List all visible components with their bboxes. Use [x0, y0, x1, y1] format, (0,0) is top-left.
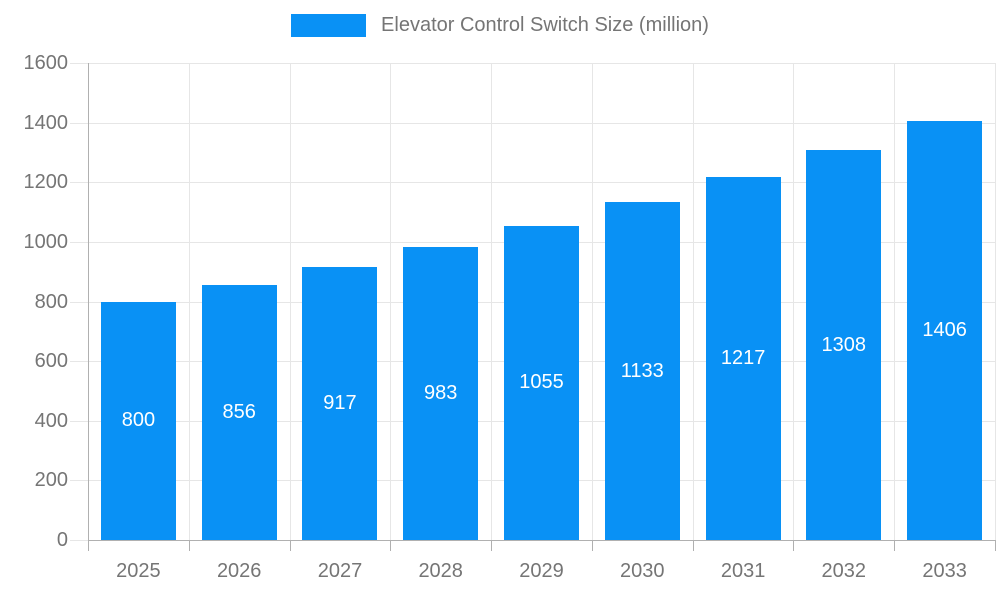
bar-2030[interactable]: 1133 [604, 202, 680, 540]
bar-2031[interactable]: 1217 [705, 177, 781, 540]
x-axis-category-label: 2027 [317, 560, 363, 582]
bar-2026[interactable]: 856 [201, 284, 277, 540]
bar-value-label: 1406 [922, 318, 967, 341]
x-axis-tick [592, 540, 593, 551]
y-axis-tick [70, 361, 88, 362]
y-axis-tick-label: 400 [34, 410, 68, 432]
y-axis-tick [70, 63, 88, 64]
x-gridline [894, 63, 895, 540]
bar-value-label: 800 [121, 409, 156, 432]
bar-value-label: 1308 [821, 333, 867, 356]
y-axis-tick-label: 0 [56, 529, 68, 551]
x-axis-category-label: 2026 [216, 560, 262, 582]
x-axis-tick [491, 540, 492, 551]
bar-2025[interactable]: 800 [100, 301, 176, 540]
y-axis-tick-label: 600 [34, 350, 68, 372]
x-axis-tick [189, 540, 190, 551]
bar-value-label: 1133 [620, 359, 664, 382]
y-axis-tick [70, 302, 88, 303]
x-axis-tick [290, 540, 291, 551]
x-axis-tick [894, 540, 895, 551]
x-gridline [693, 63, 694, 540]
y-axis-tick-label: 1600 [23, 52, 69, 74]
bar-2027[interactable]: 917 [302, 266, 378, 540]
y-axis-tick-label: 200 [34, 469, 68, 491]
x-gridline [995, 63, 996, 540]
y-axis-line [88, 63, 89, 551]
y-gridline [88, 182, 995, 183]
x-axis-tick [390, 540, 391, 551]
legend-item[interactable]: Elevator Control Switch Size (million) [291, 14, 709, 37]
x-gridline [491, 63, 492, 540]
x-axis-tick [693, 540, 694, 551]
x-gridline [390, 63, 391, 540]
x-axis-category-label: 2029 [519, 560, 564, 582]
x-axis-category-label: 2028 [418, 560, 463, 582]
x-gridline [189, 63, 190, 540]
bar-value-label: 856 [222, 400, 256, 423]
x-gridline [592, 63, 593, 540]
x-axis-category-label: 2030 [620, 560, 665, 582]
y-axis-tick [70, 123, 88, 124]
legend-label: Elevator Control Switch Size (million) [381, 14, 709, 36]
y-axis-tick [70, 540, 88, 541]
y-axis-tick [70, 421, 88, 422]
y-axis-tick [70, 480, 88, 481]
y-axis-tick-label: 1200 [23, 171, 69, 193]
x-gridline [793, 63, 794, 540]
y-axis-tick-label: 1400 [23, 112, 69, 134]
bar-2032[interactable]: 1308 [806, 150, 882, 540]
x-axis-category-label: 2025 [116, 560, 161, 582]
y-axis-tick-label: 800 [34, 291, 68, 313]
bar-2028[interactable]: 983 [403, 246, 479, 540]
x-axis-tick [793, 540, 794, 551]
x-axis-tick [995, 540, 996, 551]
bar-value-label: 1217 [720, 347, 766, 370]
bar-2033[interactable]: 1406 [907, 120, 983, 540]
y-gridline [88, 63, 995, 64]
x-axis-category-label: 2032 [821, 560, 867, 582]
x-gridline [290, 63, 291, 540]
bar-value-label: 917 [323, 391, 357, 414]
bar-2029[interactable]: 1055 [504, 225, 579, 540]
x-axis-category-label: 2031 [720, 560, 766, 582]
chart-legend: Elevator Control Switch Size (million) [0, 14, 1000, 37]
legend-swatch-icon [291, 14, 367, 37]
y-gridline [88, 123, 995, 124]
y-axis-tick [70, 242, 88, 243]
x-axis-line [88, 540, 995, 541]
x-axis-category-label: 2033 [922, 560, 967, 582]
y-axis-tick-label: 1000 [23, 231, 69, 253]
bar-value-label: 983 [424, 381, 458, 404]
y-axis-tick [70, 182, 88, 183]
bar-value-label: 1055 [519, 371, 564, 394]
